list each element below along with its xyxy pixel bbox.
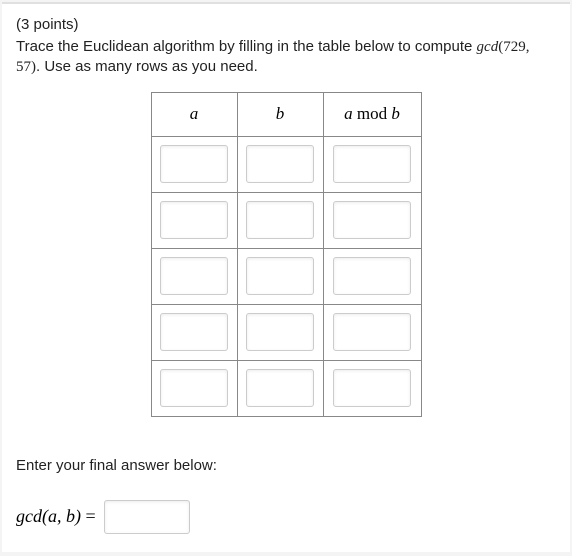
cell-input-b[interactable]	[246, 369, 314, 407]
cell-input-a[interactable]	[160, 201, 228, 239]
cell-input-amodb[interactable]	[333, 145, 411, 183]
col-header-amodb: a mod b	[323, 92, 421, 136]
col-header-b: b	[237, 92, 323, 136]
table-row	[151, 304, 421, 360]
cell-input-b[interactable]	[246, 313, 314, 351]
instruction-text: Trace the Euclidean algorithm by filling…	[16, 37, 556, 78]
cell-input-a[interactable]	[160, 313, 228, 351]
instruction-post: . Use as many rows as you need.	[36, 58, 258, 75]
cell-input-amodb[interactable]	[333, 313, 411, 351]
table-body	[151, 136, 421, 416]
cell-input-amodb[interactable]	[333, 369, 411, 407]
cell-input-b[interactable]	[246, 201, 314, 239]
amodb-a: a	[344, 104, 353, 123]
equals-sign: =	[81, 506, 96, 526]
instruction-pre: Trace the Euclidean algorithm by filling…	[16, 38, 477, 55]
table-row	[151, 248, 421, 304]
gcd-word: gcd	[477, 39, 499, 55]
cell-input-amodb[interactable]	[333, 257, 411, 295]
cell-input-b[interactable]	[246, 145, 314, 183]
amodb-mid: mod	[353, 104, 392, 123]
table-wrap: a b a mod b	[16, 92, 556, 417]
table-row	[151, 192, 421, 248]
table-row	[151, 360, 421, 416]
final-answer-input[interactable]	[104, 500, 190, 534]
col-header-a: a	[151, 92, 237, 136]
final-gcd-word: gcd	[16, 506, 42, 526]
final-answer-row: gcd(a, b) =	[16, 500, 556, 534]
points-label: (3 points)	[16, 16, 556, 33]
cell-input-amodb[interactable]	[333, 201, 411, 239]
table-header-row: a b a mod b	[151, 92, 421, 136]
cell-input-b[interactable]	[246, 257, 314, 295]
cell-input-a[interactable]	[160, 369, 228, 407]
cell-input-a[interactable]	[160, 257, 228, 295]
table-row	[151, 136, 421, 192]
euclid-table: a b a mod b	[151, 92, 422, 417]
final-gcd-expr: gcd(a, b) =	[16, 506, 96, 527]
cell-input-a[interactable]	[160, 145, 228, 183]
final-gcd-args: (a, b)	[42, 506, 81, 526]
question-container: (3 points) Trace the Euclidean algorithm…	[2, 2, 570, 552]
final-answer-label: Enter your final answer below:	[16, 457, 556, 474]
amodb-b: b	[391, 104, 400, 123]
